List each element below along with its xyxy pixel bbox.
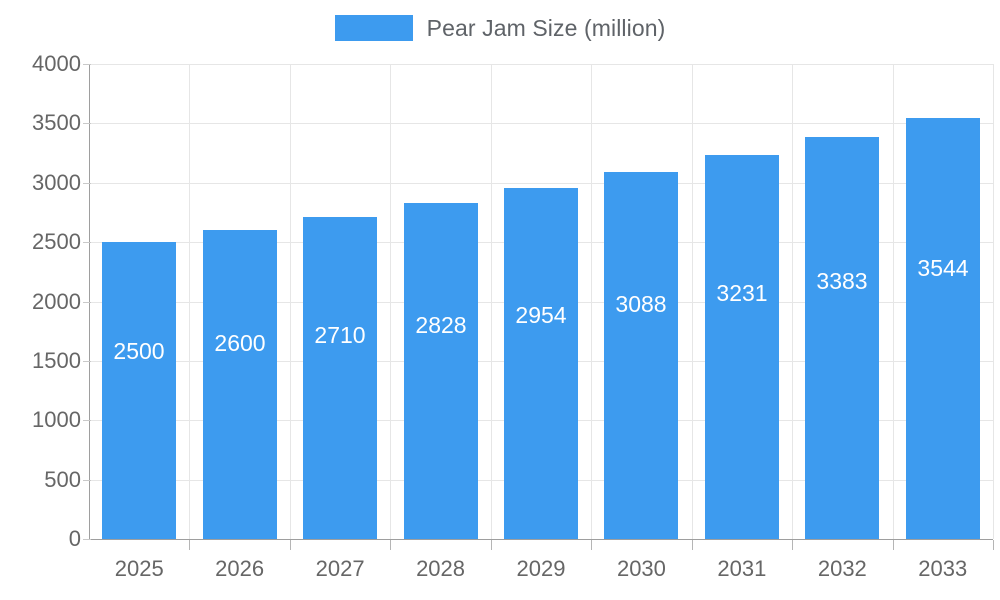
x-axis-tick-label: 2028 [416,556,466,581]
y-axis-tick-mark [83,123,91,124]
legend-entry-label: Pear Jam Size (million) [426,14,666,41]
x-axis-tick-mark [390,540,391,550]
y-gridline [89,539,993,540]
bar-value-label: 2600 [214,330,266,356]
y-axis-tick-label: 4000 [32,51,81,76]
bar-value-label: 2710 [314,322,366,348]
x-gridline [692,64,693,539]
x-gridline [591,64,592,539]
y-axis-tick-label: 2000 [32,288,81,314]
y-axis-tick-mark [83,242,91,243]
y-gridline [89,123,993,124]
plot-area: 2500 2600 2710 2828 2954 3088 3231 3383 3544 [89,64,994,540]
x-axis-tick-mark [591,540,592,550]
y-axis-tick-label: 3500 [32,110,81,136]
y-axis-tick-label: 3000 [32,169,81,195]
y-axis-tick-mark [83,480,91,481]
x-axis-tick-label: 2026 [215,556,265,581]
bar-value-label: 3231 [716,280,768,306]
x-axis-tick-mark [993,540,994,550]
x-axis-tick-label: 2033 [918,556,968,581]
y-gridline [89,183,993,184]
x-gridline [792,64,793,539]
bar-value-label: 2500 [113,338,165,364]
bar[interactable]: 2954 [504,188,578,539]
x-axis-tick-label: 2025 [114,556,164,581]
x-axis-tick-mark [290,540,291,550]
x-gridline [993,64,994,539]
y-axis-tick-mark [83,361,91,362]
x-gridline [491,64,492,539]
x-gridline [893,64,894,539]
y-axis-tick-mark [83,183,91,184]
bar-value-label: 3383 [816,268,868,294]
chart-legend: Pear Jam Size (million) [0,0,1000,56]
y-axis-tick-mark [83,420,91,421]
x-gridline [390,64,391,539]
y-axis-tick-label: 500 [44,466,81,492]
y-axis-tick-mark [83,302,91,303]
x-axis-tick-mark [189,540,190,550]
x-gridline [290,64,291,539]
bar-value-label: 3088 [615,291,667,317]
y-axis-tick-label: 1000 [32,407,81,433]
x-axis-tick-label: 2032 [817,556,867,581]
x-axis-tick-mark [893,540,894,550]
x-gridline [189,64,190,539]
y-axis-tick-mark [83,64,91,65]
x-axis-tick-mark [491,540,492,550]
bar-value-label: 3544 [917,255,969,281]
y-gridline [89,64,993,65]
y-axis-tick-label: 0 [68,526,81,551]
bar-value-label: 2828 [415,312,467,338]
y-axis-tick-label: 1500 [32,347,81,373]
legend-swatch-icon [334,15,413,41]
x-axis-tick-label: 2031 [717,556,767,581]
bar[interactable]: 3231 [705,155,779,539]
x-axis-tick-label: 2029 [516,556,566,581]
bar[interactable]: 2500 [102,242,176,539]
y-axis-tick-label: 2500 [32,229,81,255]
y-axis-tick-mark [83,539,91,540]
bar[interactable]: 3544 [906,118,980,539]
legend-entry-pear-jam-size[interactable]: Pear Jam Size (million) [334,14,666,42]
x-axis-tick-label: 2027 [315,556,365,581]
bar[interactable]: 2600 [203,230,277,539]
x-axis-tick-label: 2030 [616,556,666,581]
bar[interactable]: 3383 [805,137,879,539]
bar[interactable]: 3088 [604,172,678,539]
x-axis-tick-mark [692,540,693,550]
x-axis-tick-mark [792,540,793,550]
bar[interactable]: 2828 [404,203,478,539]
bar[interactable]: 2710 [303,217,377,539]
bar-value-label: 2954 [515,302,567,328]
y-axis-tick-labels: 0 500 1000 1500 2000 2500 3000 3500 4000 [0,0,81,600]
